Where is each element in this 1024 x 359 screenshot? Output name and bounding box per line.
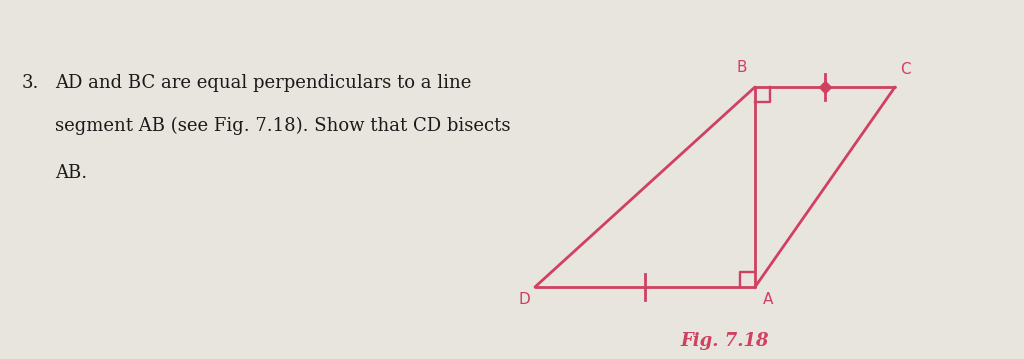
Text: C: C xyxy=(900,62,910,77)
Text: Fig. 7.18: Fig. 7.18 xyxy=(681,332,769,350)
Text: D: D xyxy=(518,292,530,307)
Text: 3.: 3. xyxy=(22,74,39,92)
Text: A: A xyxy=(763,292,773,307)
Text: AB.: AB. xyxy=(55,164,87,182)
Text: AD and BC are equal perpendiculars to a line: AD and BC are equal perpendiculars to a … xyxy=(55,74,471,92)
Text: B: B xyxy=(736,60,746,75)
Text: segment AB (see Fig. 7.18). Show that CD bisects: segment AB (see Fig. 7.18). Show that CD… xyxy=(55,117,511,135)
